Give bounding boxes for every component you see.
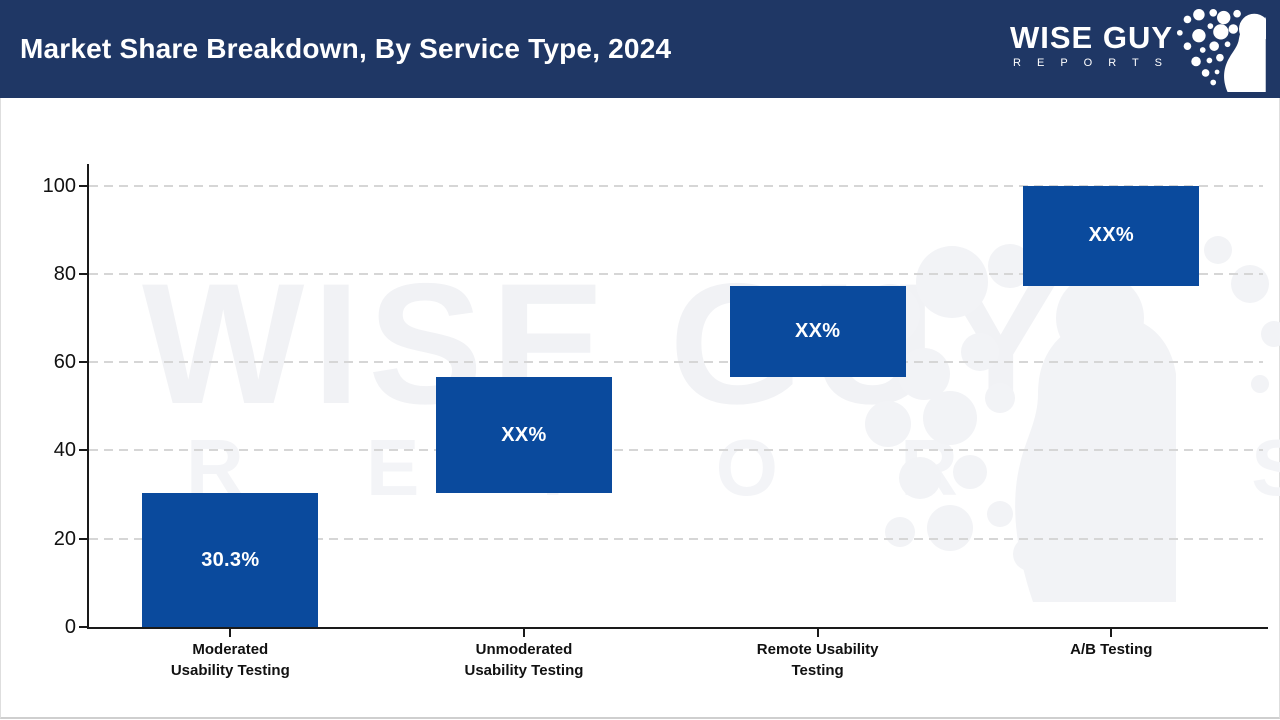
bar-value-label: 30.3% (201, 548, 260, 571)
y-tick-label: 0 (64, 616, 76, 638)
y-gridline (89, 184, 1263, 187)
wise-guy-logo: WISE GUY R E P O R T S (1010, 6, 1266, 92)
x-axis-line (87, 627, 1268, 629)
waterfall-bar: XX% (435, 377, 612, 494)
y-tick-mark (79, 449, 88, 452)
x-tick-mark (816, 629, 819, 637)
y-tick-mark (79, 537, 88, 540)
waterfall-bar: 30.3% (142, 493, 319, 627)
logo-name: WISE GUY (1010, 20, 1174, 55)
y-gridline (89, 272, 1263, 275)
y-gridline (89, 449, 1263, 452)
x-tick-mark (1110, 629, 1113, 637)
bar-value-label: XX% (794, 320, 841, 343)
bar-value-label: XX% (501, 423, 547, 446)
y-tick-mark (79, 361, 88, 364)
y-tick-label: 20 (53, 527, 76, 550)
waterfall-bar: XX% (729, 286, 906, 378)
x-category-label: Moderated Usability Testing (170, 641, 290, 679)
logo-subname: R E P O R T S (1013, 57, 1169, 69)
y-tick-mark (79, 184, 88, 187)
y-tick-label: 100 (42, 174, 76, 197)
logo-text: WISE GUY R E P O R T S (1010, 22, 1173, 69)
y-tick-label: 80 (53, 262, 76, 285)
y-gridline (89, 361, 1263, 364)
y-axis-line (87, 164, 89, 629)
y-tick-label: 60 (53, 351, 76, 374)
y-tick-mark (79, 626, 88, 628)
y-tick-label: 40 (53, 439, 76, 462)
y-gridline (89, 537, 1263, 540)
y-tick-mark (79, 272, 88, 275)
x-category-label: Remote Usability Testing (756, 641, 879, 679)
chart-title: Market Share Breakdown, By Service Type,… (20, 33, 672, 64)
x-tick-mark (229, 629, 232, 637)
x-category-label: Unmoderated Usability Testing (464, 641, 584, 679)
logo-face-icon (1176, 8, 1266, 92)
x-category-label: A/B Testing (1070, 641, 1153, 658)
header-band: Market Share Breakdown, By Service Type,… (0, 0, 1280, 98)
bar-value-label: XX% (1088, 224, 1134, 247)
waterfall-bar: XX% (1023, 185, 1200, 287)
x-tick-mark (522, 629, 525, 637)
